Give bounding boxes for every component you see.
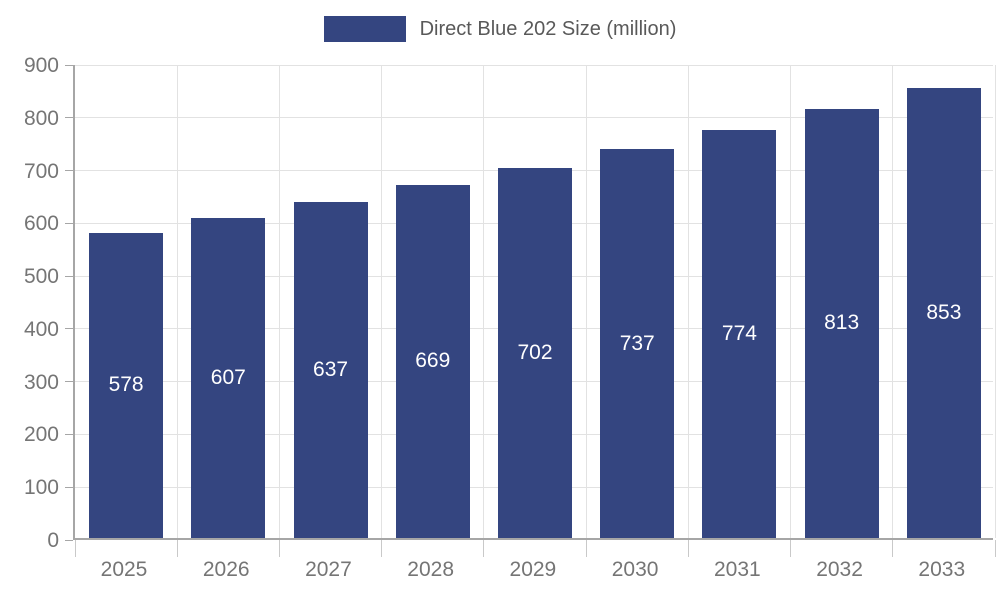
v-gridline-6 [687, 65, 689, 538]
legend-swatch [323, 16, 406, 42]
v-gridline-8 [892, 65, 894, 538]
x-tick-6 [687, 540, 689, 557]
bar-2026[interactable]: 607 [191, 217, 266, 538]
x-tick-label-2033: 2033 [918, 558, 966, 581]
y-tick-0 [65, 539, 73, 541]
y-tick-label-100: 100 [23, 476, 59, 500]
v-gridline-2 [278, 65, 280, 538]
y-tick-300 [65, 381, 73, 383]
x-tick-5 [585, 540, 587, 557]
y-tick-label-600: 600 [23, 212, 59, 236]
x-tick-label-2029: 2029 [509, 558, 557, 581]
bar-2032[interactable]: 813 [804, 108, 879, 538]
x-tick-8 [892, 540, 894, 557]
bar-2027[interactable]: 637 [293, 201, 368, 538]
v-gridline-7 [790, 65, 792, 538]
y-axis-labels: 0 100 200 300 400 500 600 700 800 900 [0, 54, 73, 552]
x-tick-label-2025: 2025 [100, 558, 148, 581]
y-tick-600 [65, 222, 73, 224]
y-tick-100 [65, 486, 73, 488]
bar-2031[interactable]: 774 [702, 129, 777, 538]
bar-value-label-2031: 774 [721, 321, 757, 345]
x-tick-label-2031: 2031 [713, 558, 761, 581]
y-tick-label-700: 700 [23, 159, 59, 183]
v-gridline-5 [585, 65, 587, 538]
x-tick-label-2027: 2027 [305, 558, 352, 581]
x-tick-7 [790, 540, 792, 557]
x-tick-label-2028: 2028 [407, 558, 455, 581]
legend[interactable]: Direct Blue 202 Size (million) [0, 16, 1000, 42]
y-tick-label-0: 0 [47, 529, 59, 552]
y-tick-label-200: 200 [23, 423, 59, 447]
v-gridline-3 [381, 65, 383, 538]
bar-2029[interactable]: 702 [498, 167, 572, 538]
x-tick-9 [994, 540, 996, 557]
x-axis-labels: 2025 2026 2027 2028 2029 2030 2031 2032 2033 [73, 540, 993, 590]
h-gridline-900 [75, 64, 993, 66]
bar-value-label-2030: 737 [619, 331, 655, 355]
y-tick-label-800: 800 [23, 106, 59, 130]
y-tick-label-400: 400 [23, 317, 59, 341]
x-tick-1 [176, 540, 178, 557]
v-gridline-1 [176, 65, 178, 538]
bar-value-label-2027: 637 [313, 357, 349, 381]
bar-value-label-2025: 578 [108, 373, 144, 397]
v-gridline-9 [994, 65, 996, 538]
bar-value-label-2026: 607 [210, 365, 246, 389]
plot-area: 578 607 637 669 702 737 774 813 853 [65, 64, 996, 557]
y-tick-700 [65, 170, 73, 172]
y-tick-900 [65, 64, 73, 66]
y-tick-label-500: 500 [23, 265, 59, 289]
y-tick-label-900: 900 [23, 54, 59, 77]
y-tick-400 [65, 328, 73, 330]
y-tick-label-300: 300 [23, 370, 59, 394]
y-tick-500 [65, 275, 73, 277]
x-tick-2 [278, 540, 280, 557]
bar-2025[interactable]: 578 [89, 232, 164, 538]
bar-value-label-2028: 669 [415, 349, 451, 373]
y-tick-200 [65, 433, 73, 435]
v-gridline-4 [483, 65, 485, 538]
bar-value-label-2032: 813 [824, 311, 860, 335]
x-tick-label-2032: 2032 [816, 558, 863, 581]
bar-2028[interactable]: 669 [395, 184, 470, 538]
y-tick-800 [65, 117, 73, 119]
bar-value-label-2029: 702 [517, 340, 553, 364]
bar-2033[interactable]: 853 [906, 87, 981, 538]
x-tick-3 [381, 540, 383, 557]
x-tick-4 [483, 540, 485, 557]
x-tick-label-2030: 2030 [611, 558, 659, 581]
h-gridline-800 [75, 117, 993, 119]
bar-value-label-2033: 853 [926, 300, 962, 324]
legend-label: Direct Blue 202 Size (million) [419, 17, 677, 40]
bar-2030[interactable]: 737 [600, 149, 675, 538]
x-tick-label-2026: 2026 [202, 558, 250, 581]
x-tick-0 [74, 540, 76, 557]
